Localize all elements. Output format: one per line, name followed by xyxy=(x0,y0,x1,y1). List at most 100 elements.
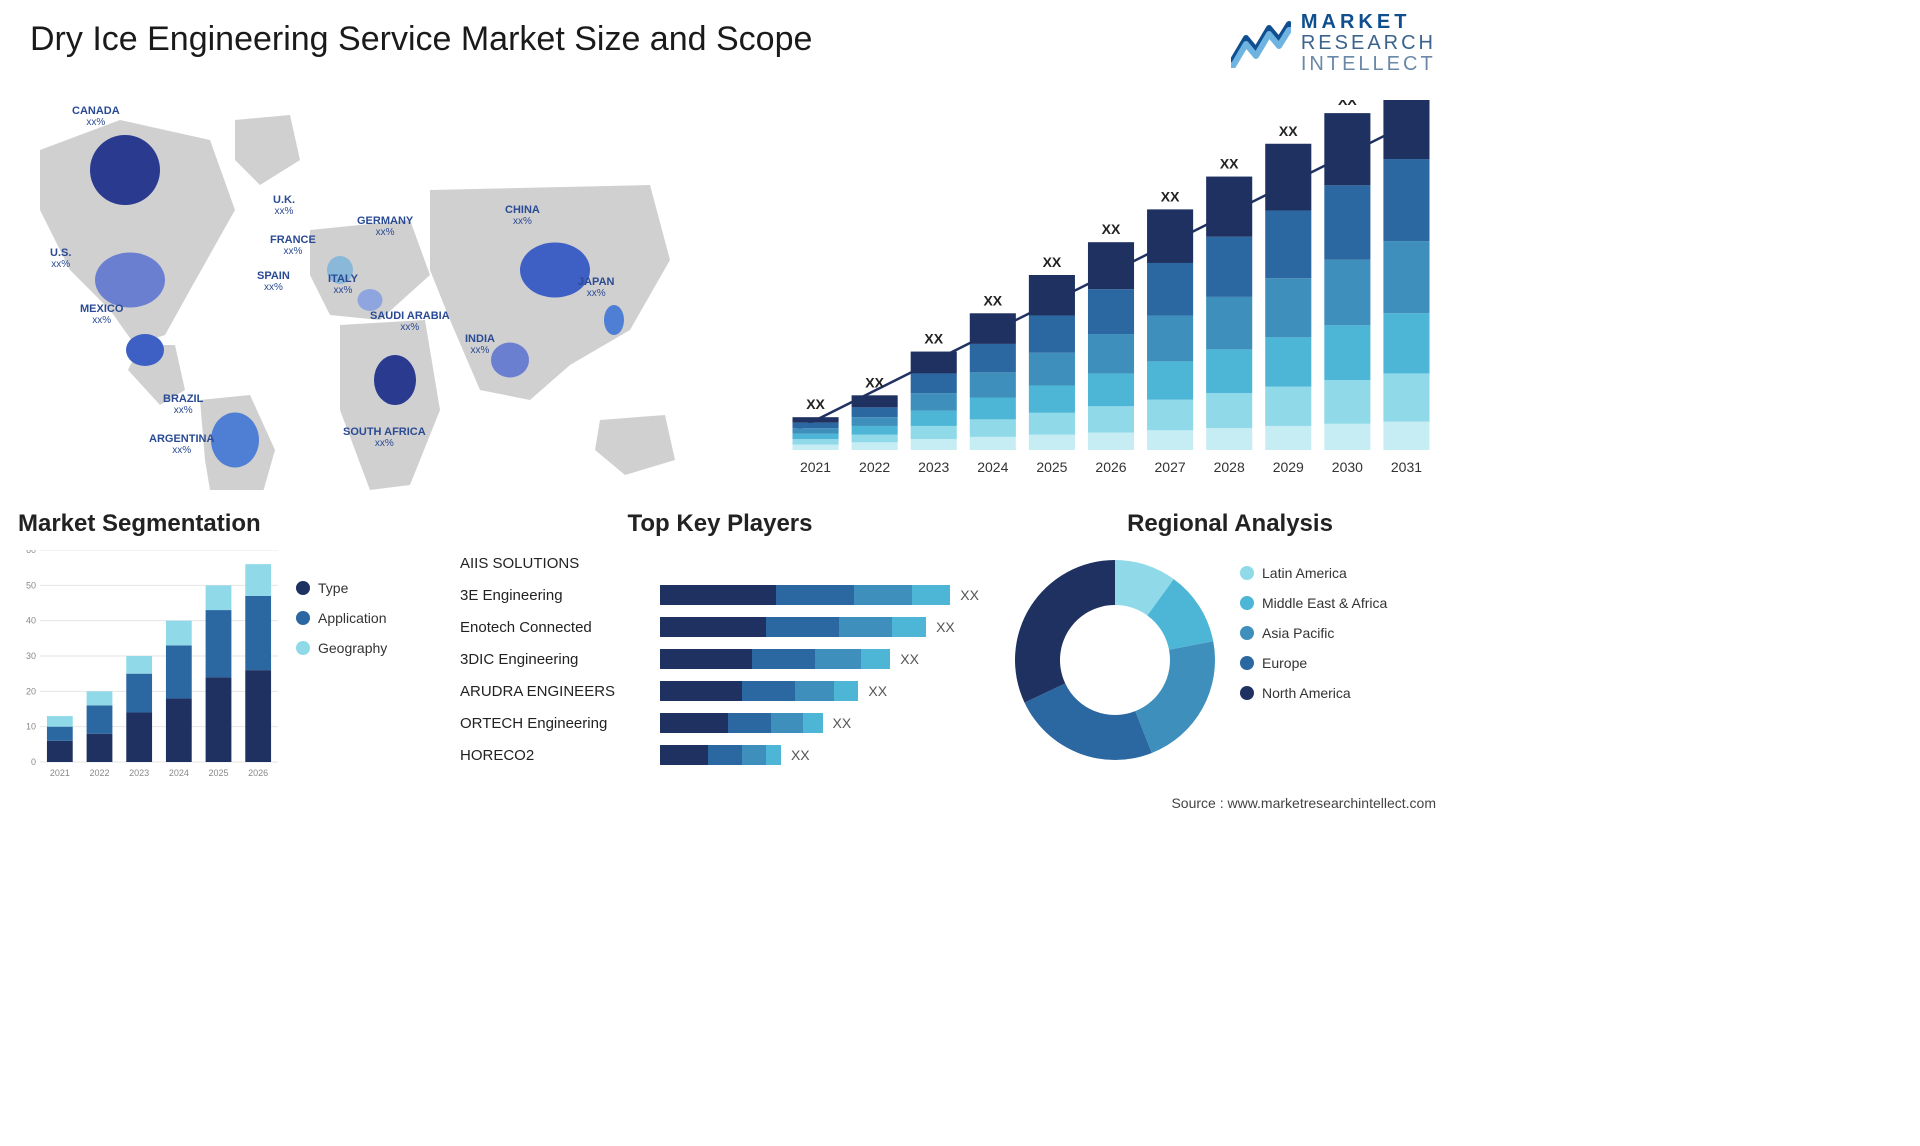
regional-section: Regional Analysis Latin AmericaMiddle Ea… xyxy=(1010,510,1450,538)
svg-text:2030: 2030 xyxy=(1332,459,1363,475)
svg-text:XX: XX xyxy=(1102,221,1121,237)
segmentation-title: Market Segmentation xyxy=(18,510,448,538)
map-label: SOUTH AFRICAxx% xyxy=(343,426,426,449)
player-value: XX xyxy=(900,651,919,667)
svg-text:2023: 2023 xyxy=(918,459,949,475)
legend-item: Geography xyxy=(296,640,387,656)
svg-text:60: 60 xyxy=(26,550,36,555)
svg-text:2026: 2026 xyxy=(248,768,268,778)
player-value: XX xyxy=(833,715,852,731)
map-label: ARGENTINAxx% xyxy=(149,433,214,456)
player-name: 3DIC Engineering xyxy=(460,651,660,668)
player-bar xyxy=(660,617,926,637)
brand-logo: MARKET RESEARCH INTELLECT xyxy=(1231,12,1436,75)
player-row: 3E Engineering XX xyxy=(460,580,980,610)
map-label: INDIAxx% xyxy=(465,333,495,356)
svg-text:2025: 2025 xyxy=(208,768,228,778)
svg-text:XX: XX xyxy=(865,374,884,390)
players-chart: AIIS SOLUTIONS3E EngineeringXXEnotech Co… xyxy=(460,548,980,772)
svg-text:2024: 2024 xyxy=(977,459,1008,475)
svg-text:2027: 2027 xyxy=(1155,459,1186,475)
page-title: Dry Ice Engineering Service Market Size … xyxy=(30,20,812,59)
segmentation-chart: 0 10 20 30 40 50 60 2021 2022 2023 2024 2025 2026 xyxy=(18,550,278,780)
source-attribution: Source : www.marketresearchintellect.com xyxy=(1171,795,1436,811)
forecast-chart: XX 2021 XX 2022 XX 2023 XX 2024 XX 2025 XX 2026 XX 20… xyxy=(786,100,1436,480)
map-label: U.K.xx% xyxy=(273,194,295,217)
player-row: 3DIC Engineering XX xyxy=(460,644,980,674)
legend-item: Asia Pacific xyxy=(1240,625,1387,641)
player-value: XX xyxy=(868,683,887,699)
map-label: CANADAxx% xyxy=(72,105,120,128)
legend-item: Application xyxy=(296,610,387,626)
player-bar xyxy=(660,713,823,733)
world-map: CANADAxx% U.S.xx% MEXICOxx% BRAZILxx% ARGENT… xyxy=(10,90,730,490)
map-label: U.S.xx% xyxy=(50,247,71,270)
logo-line-1: MARKET xyxy=(1301,12,1436,33)
map-label: SAUDI ARABIAxx% xyxy=(370,310,450,333)
svg-text:2022: 2022 xyxy=(859,459,890,475)
svg-text:XX: XX xyxy=(806,396,825,412)
legend-item: Latin America xyxy=(1240,565,1387,581)
segmentation-legend: Type Application Geography xyxy=(296,580,387,670)
svg-text:50: 50 xyxy=(26,580,36,590)
players-title: Top Key Players xyxy=(460,510,980,538)
regional-donut xyxy=(1010,555,1220,765)
logo-line-2: RESEARCH xyxy=(1301,33,1436,54)
svg-text:XX: XX xyxy=(1161,188,1180,204)
player-name: HORECO2 xyxy=(460,747,660,764)
map-label: SPAINxx% xyxy=(257,270,290,293)
svg-text:2025: 2025 xyxy=(1036,459,1067,475)
map-label: MEXICOxx% xyxy=(80,303,123,326)
player-name: Enotech Connected xyxy=(460,619,660,636)
player-bar xyxy=(660,649,890,669)
svg-text:2023: 2023 xyxy=(129,768,149,778)
player-name: AIIS SOLUTIONS xyxy=(460,555,660,572)
svg-text:0: 0 xyxy=(31,757,36,767)
svg-text:XX: XX xyxy=(924,331,943,347)
map-label: GERMANYxx% xyxy=(357,215,413,238)
map-label: ITALYxx% xyxy=(328,273,358,296)
svg-text:2029: 2029 xyxy=(1273,459,1304,475)
legend-item: Europe xyxy=(1240,655,1387,671)
segmentation-section: Market Segmentation 01020304050602021202… xyxy=(18,510,448,538)
svg-text:XX: XX xyxy=(983,292,1002,308)
svg-text:2021: 2021 xyxy=(50,768,70,778)
legend-item: Middle East & Africa xyxy=(1240,595,1387,611)
svg-text:2022: 2022 xyxy=(89,768,109,778)
player-row: Enotech Connected XX xyxy=(460,612,980,642)
svg-text:30: 30 xyxy=(26,651,36,661)
svg-text:10: 10 xyxy=(26,722,36,732)
map-label: BRAZILxx% xyxy=(163,393,203,416)
players-section: Top Key Players AIIS SOLUTIONS3E Enginee… xyxy=(460,510,980,538)
player-row: ARUDRA ENGINEERS XX xyxy=(460,676,980,706)
map-label: CHINAxx% xyxy=(505,204,540,227)
svg-text:2024: 2024 xyxy=(169,768,189,778)
player-row: HORECO2XX xyxy=(460,740,980,770)
player-value: XX xyxy=(960,587,979,603)
svg-text:2026: 2026 xyxy=(1095,459,1126,475)
svg-text:XX: XX xyxy=(1338,100,1357,108)
legend-item: Type xyxy=(296,580,387,596)
logo-line-3: INTELLECT xyxy=(1301,54,1436,75)
svg-text:2021: 2021 xyxy=(800,459,831,475)
map-label: FRANCExx% xyxy=(270,234,316,257)
regional-title: Regional Analysis xyxy=(1010,510,1450,538)
svg-text:20: 20 xyxy=(26,686,36,696)
regional-legend: Latin America Middle East & Africa Asia Pa… xyxy=(1240,565,1387,715)
map-label: JAPANxx% xyxy=(578,276,614,299)
logo-icon xyxy=(1231,20,1291,68)
svg-text:2028: 2028 xyxy=(1214,459,1245,475)
svg-text:40: 40 xyxy=(26,616,36,626)
player-value: XX xyxy=(936,619,955,635)
player-row: ORTECH EngineeringXX xyxy=(460,708,980,738)
legend-item: North America xyxy=(1240,685,1387,701)
svg-text:XX: XX xyxy=(1220,156,1239,172)
player-name: 3E Engineering xyxy=(460,587,660,604)
player-bar xyxy=(660,681,858,701)
player-row: AIIS SOLUTIONS xyxy=(460,548,980,578)
player-bar xyxy=(660,745,781,765)
svg-text:2031: 2031 xyxy=(1391,459,1422,475)
player-name: ARUDRA ENGINEERS xyxy=(460,683,660,700)
svg-text:XX: XX xyxy=(1279,123,1298,139)
svg-text:XX: XX xyxy=(1043,254,1062,270)
